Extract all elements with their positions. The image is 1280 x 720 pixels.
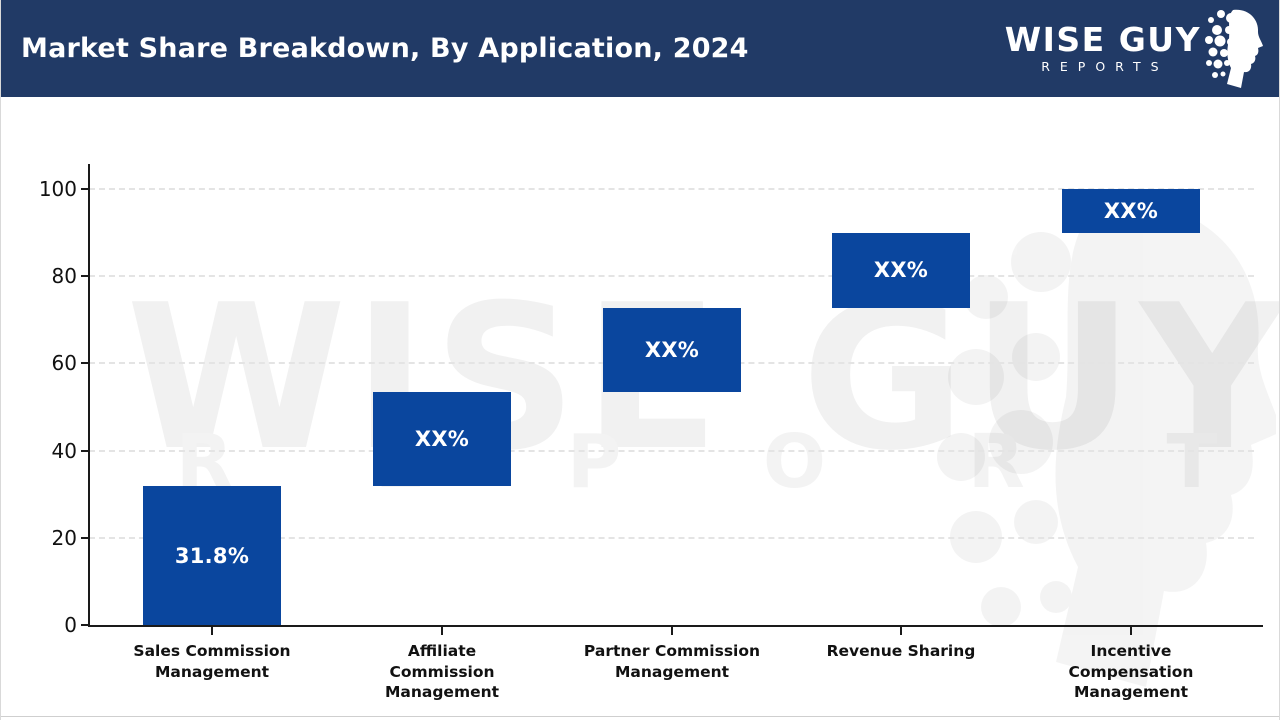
bar-value-label: XX%: [414, 427, 470, 452]
y-axis-line: [88, 164, 90, 627]
bottom-rule: [1, 716, 1279, 717]
bar-segment: XX%: [603, 308, 741, 393]
logo-wordmark: WISE GUY: [1004, 20, 1201, 59]
y-tick-label: 0: [64, 613, 77, 637]
y-tick-mark: [81, 536, 89, 539]
y-tick-mark: [81, 624, 89, 626]
logo-head-icon: [1205, 9, 1263, 88]
gridline-40: [89, 449, 1254, 452]
y-tick-mark: [81, 449, 89, 452]
y-tick-label: 20: [51, 525, 77, 550]
bar-value-label: XX%: [873, 258, 929, 283]
x-tick-mark: [671, 627, 673, 635]
x-category-label: Revenue Sharing: [826, 642, 976, 660]
bar-segment: XX%: [373, 392, 511, 487]
watermark-subtext: R E P O R T S: [176, 419, 1279, 505]
y-tick-mark: [81, 275, 89, 278]
bar-segment: 31.8%: [143, 486, 281, 625]
bar-value-label: 31.8%: [174, 543, 250, 568]
gridline-80: [89, 275, 1254, 278]
x-category-label: Affiliate Commission Management: [384, 642, 500, 701]
y-tick-label: 80: [51, 264, 77, 289]
x-axis-line: [89, 625, 1263, 627]
bar-segment: XX%: [1062, 189, 1200, 233]
x-tick-mark: [441, 627, 443, 635]
bar-value-label: XX%: [644, 338, 700, 363]
x-category-label: Sales Commission Management: [133, 642, 291, 681]
page-title: Market Share Breakdown, By Application, …: [21, 33, 749, 64]
x-category-label: Incentive Compensation Management: [1068, 642, 1194, 701]
x-category-label: Partner Commission Management: [583, 642, 761, 681]
x-tick-mark: [900, 627, 902, 635]
x-tick-mark: [1130, 627, 1132, 635]
bar-value-label: XX%: [1103, 198, 1159, 223]
bar-segment: XX%: [832, 232, 970, 309]
y-tick-label: 60: [51, 351, 77, 376]
x-tick-mark: [211, 627, 213, 635]
header: Market Share Breakdown, By Application, …: [1, 0, 1279, 97]
wiseguy-logo: WISE GUY REPORTS: [1004, 6, 1279, 92]
y-tick-mark: [81, 188, 89, 190]
y-tick-mark: [81, 362, 89, 365]
y-tick-label: 40: [51, 438, 77, 463]
logo-subtext: REPORTS: [1041, 59, 1169, 74]
gridline-20: [89, 536, 1254, 539]
gridline-100: [89, 188, 1254, 190]
logo-text: WISE GUY REPORTS: [1004, 20, 1201, 75]
y-tick-label: 100: [38, 177, 77, 201]
